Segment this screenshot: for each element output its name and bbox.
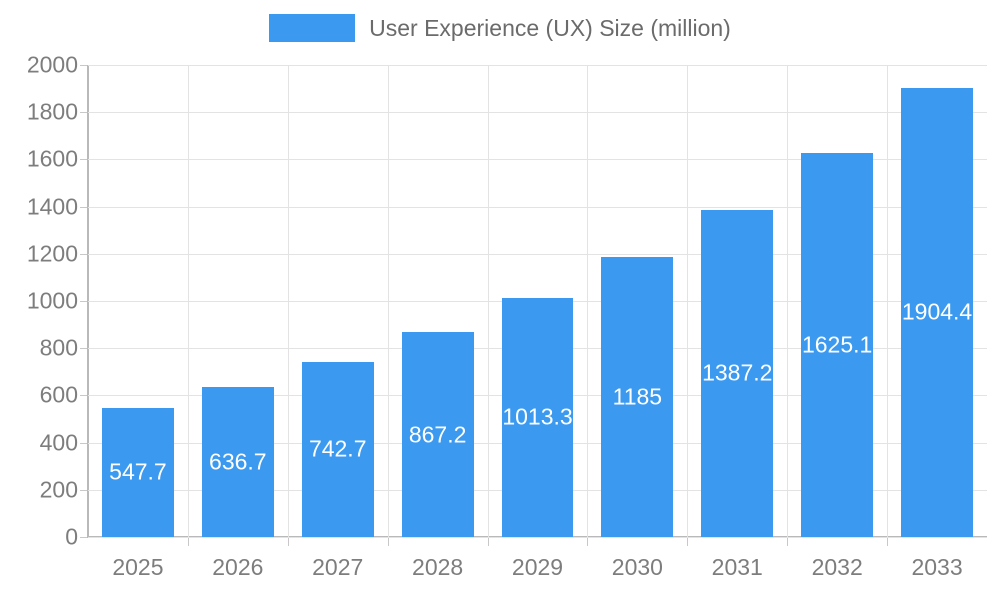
bar[interactable] [601,257,674,537]
gridline-horizontal [88,159,987,161]
bar-value-label: 1185 [612,383,663,410]
y-axis-tick-label: 1200 [26,240,78,267]
gridline-vertical [787,65,788,537]
x-axis-tick-label: 2031 [711,554,763,580]
gridline-vertical [288,65,289,537]
bar-value-label: 1387.2 [702,359,773,386]
y-axis-tick-mark [80,65,88,66]
y-axis-tick-label: 1800 [26,98,78,125]
y-axis-tick-mark [80,348,88,350]
y-axis-tick-label: 1400 [26,193,78,220]
bar-value-label: 1625.1 [801,331,873,358]
x-axis-tick-mark [188,538,189,546]
bar-value-label: 1904.4 [901,298,973,325]
y-axis-tick-mark [80,489,88,491]
gridline-horizontal [88,253,987,255]
gridline-horizontal [88,206,987,208]
bar[interactable] [901,87,973,537]
y-axis-tick-mark [80,159,88,161]
y-axis-tick-mark [80,537,88,538]
x-axis-tick-mark [687,538,688,546]
bar[interactable] [701,209,774,537]
y-axis-tick-mark [80,112,88,114]
y-axis: 0 200 400 600 800 1000 1200 1400 1600 1800 2000 [0,53,88,548]
x-axis-tick-mark [388,538,389,546]
x-axis-tick-mark [887,538,888,546]
x-axis-tick-label: 2032 [811,554,863,580]
y-axis-tick-label: 200 [39,476,78,503]
x-axis-tick-mark [587,538,588,546]
x-axis-tick-mark [787,538,788,546]
gridline-vertical [188,65,189,537]
bar[interactable] [401,332,474,537]
bar-value-label: 547.7 [109,458,167,485]
y-axis-tick-mark [80,301,88,302]
x-axis-tick-label: 2026 [212,554,264,580]
gridline-horizontal [88,537,987,538]
legend-item-label: User Experience (UX) Size (million) [369,14,731,41]
bar[interactable] [201,386,274,537]
y-axis-tick-label: 800 [39,334,78,361]
y-axis-tick-label: 600 [39,381,78,408]
y-axis-tick-label: 1000 [26,287,78,314]
bar[interactable] [501,297,574,537]
bar-value-label: 636.7 [209,448,267,475]
y-axis-tick-mark [80,253,88,255]
bar[interactable] [101,407,174,537]
chart-legend: User Experience (UX) Size (million) [0,10,1000,46]
gridline-vertical [887,65,888,537]
legend-item-ux-size[interactable]: User Experience (UX) Size (million) [269,14,731,42]
gridline-vertical [587,65,588,537]
x-axis: 2025 2026 2027 2028 2029 2030 2031 2032 2033 [88,538,987,588]
bar-value-label: 1013.3 [502,403,573,430]
gridline-vertical [488,65,489,537]
x-axis-tick-mark [488,538,489,546]
bar[interactable] [801,153,874,537]
y-axis-tick-label: 0 [65,523,78,550]
bar[interactable] [301,361,374,537]
y-axis-tick-label: 2000 [26,51,78,78]
gridline-horizontal [88,65,987,66]
legend-color-swatch-icon [269,14,356,42]
gridline-vertical [388,65,389,537]
bar-value-label: 742.7 [308,435,367,462]
x-axis-tick-label: 2033 [911,554,963,580]
x-axis-tick-mark [288,538,289,546]
gridline-vertical [687,65,688,537]
y-axis-tick-mark [80,206,88,208]
x-axis-tick-label: 2030 [611,554,663,580]
gridline-horizontal [88,112,987,114]
y-axis-tick-label: 400 [39,429,78,456]
plot-area: 547.7 636.7 742.7 867.2 1013.3 1185 1387.2 1625… [87,65,987,538]
x-axis-tick-label: 2027 [312,554,364,580]
y-axis-tick-mark [80,395,88,397]
x-axis-tick-label: 2028 [412,554,464,580]
y-axis-tick-mark [80,442,88,444]
bar-value-label: 867.2 [408,421,467,448]
y-axis-tick-label: 1600 [26,145,78,172]
x-axis-tick-label: 2029 [511,554,564,580]
x-axis-tick-label: 2025 [112,554,164,580]
